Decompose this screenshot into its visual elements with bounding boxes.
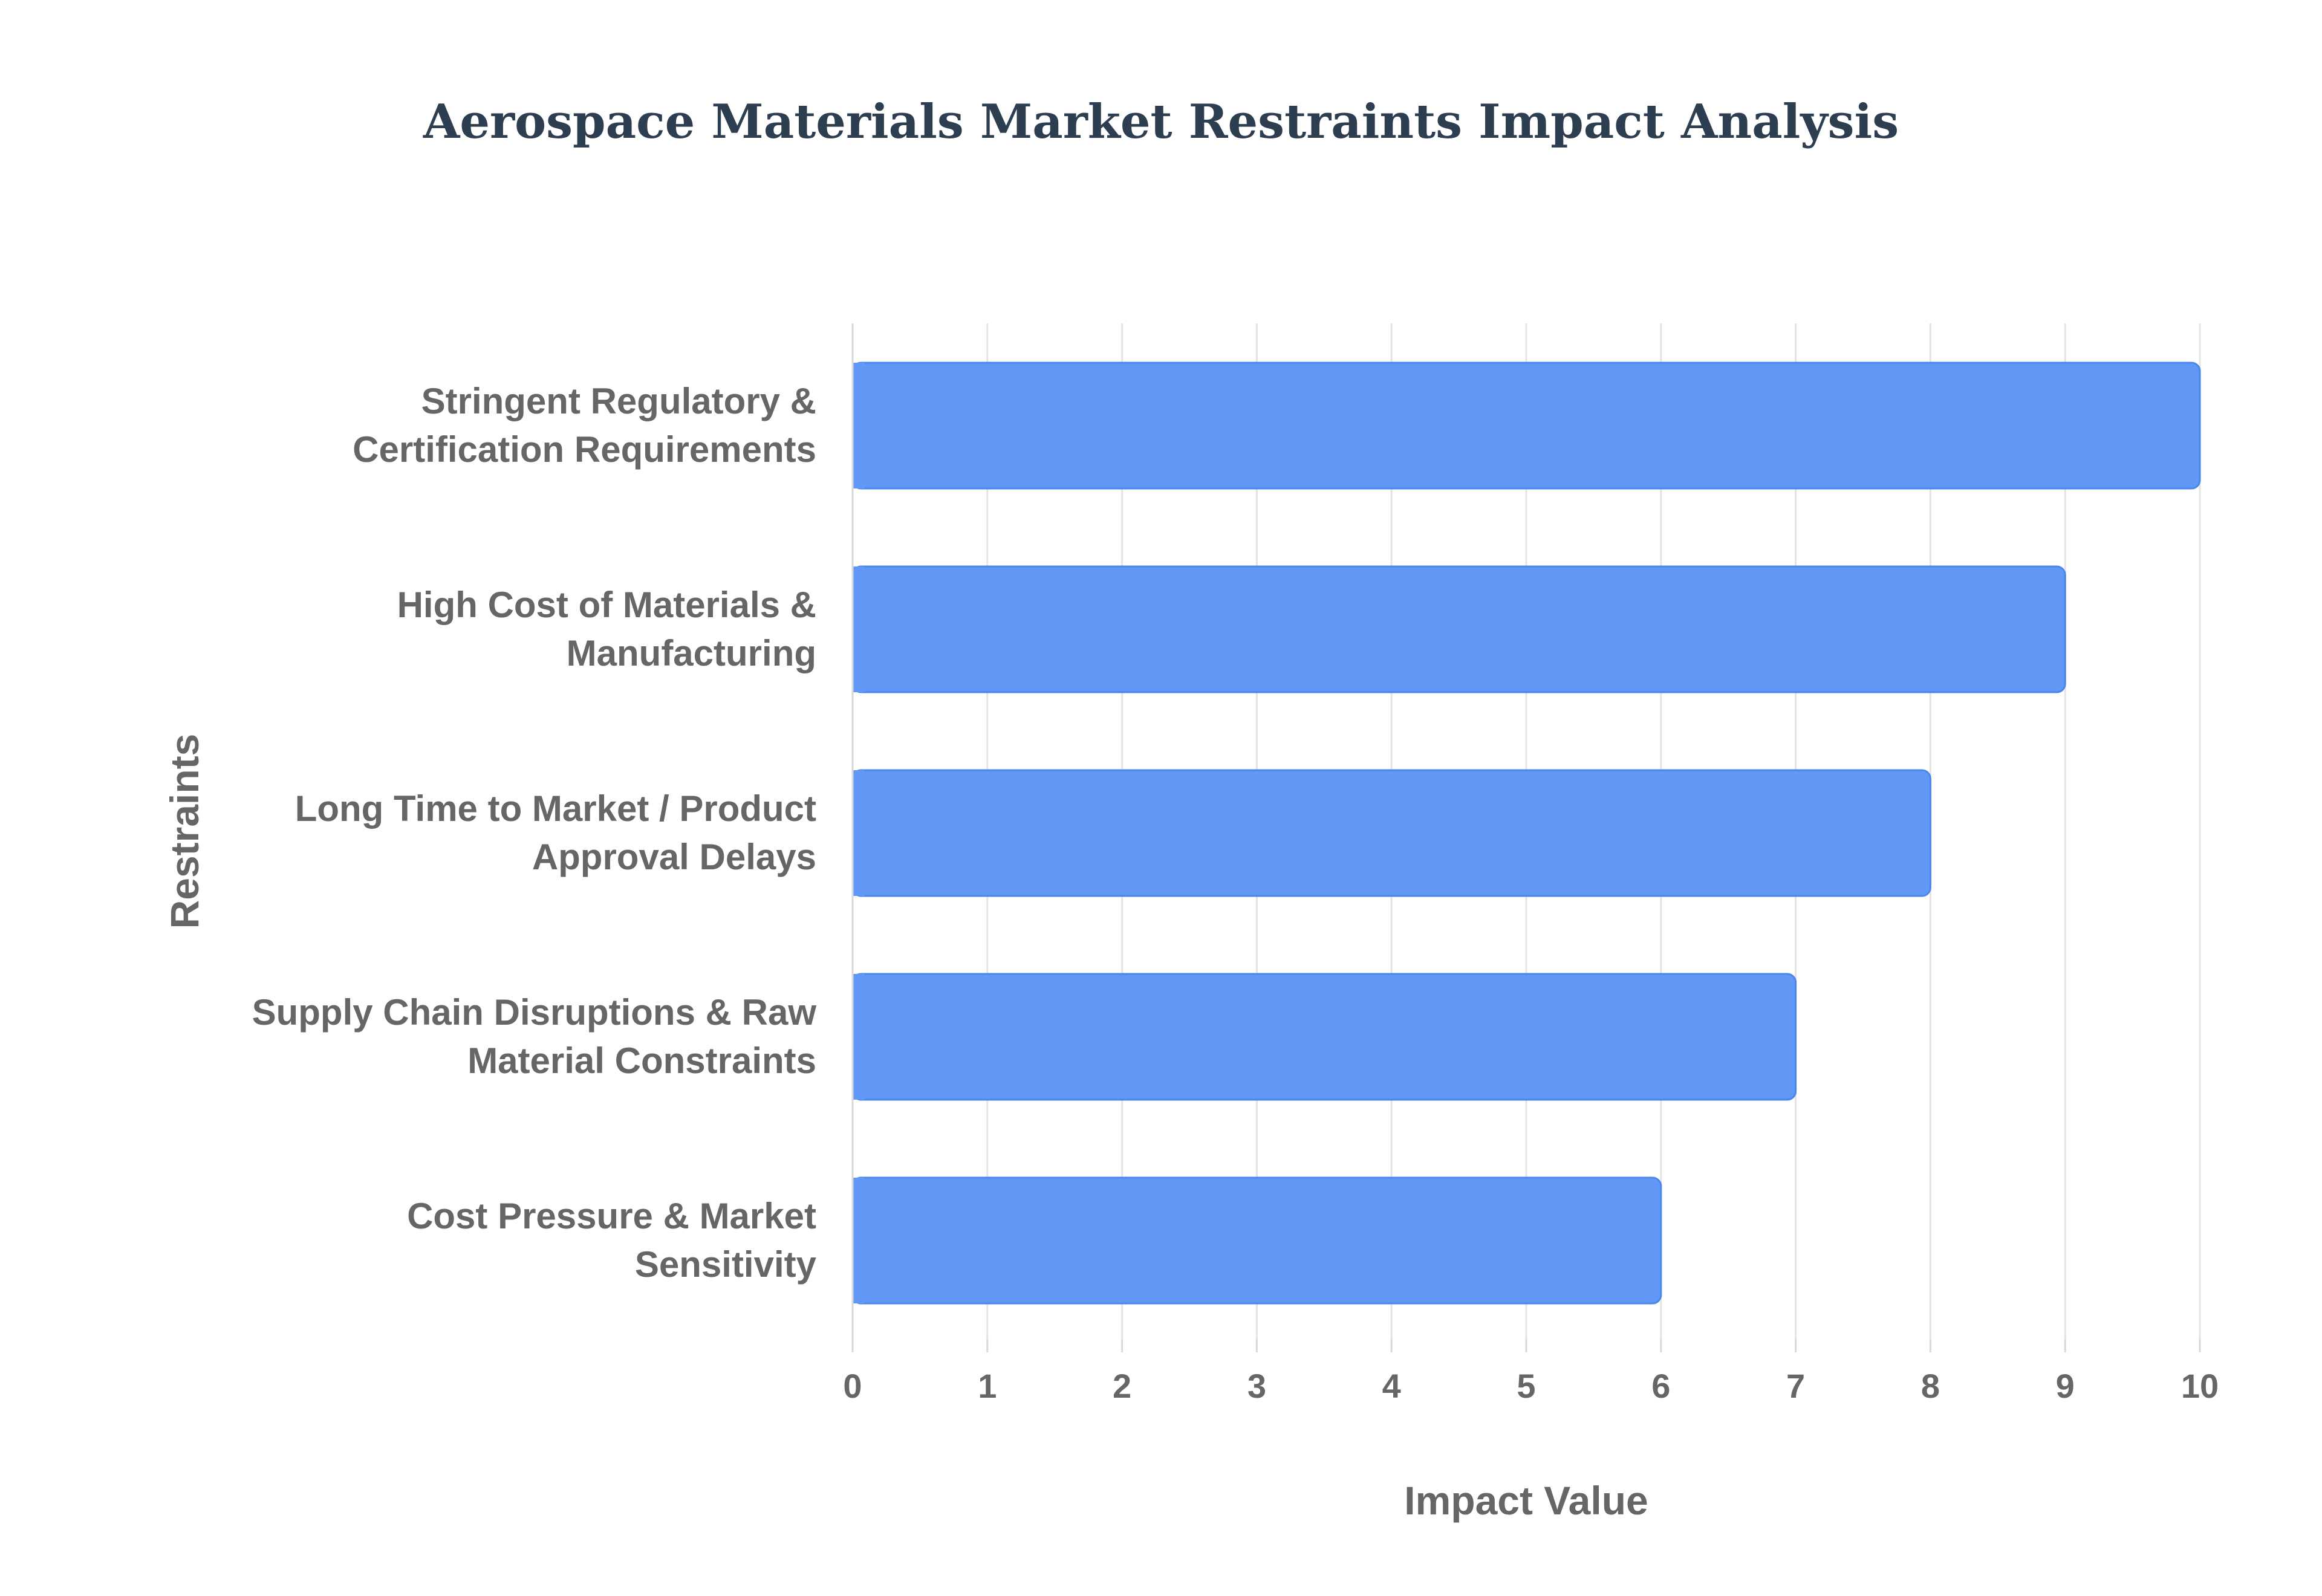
category-label: Manufacturing — [567, 633, 816, 673]
x-tick-label: 4 — [1382, 1367, 1401, 1405]
x-tick-label: 0 — [843, 1367, 862, 1405]
x-axis-title: Impact Value — [1404, 1478, 1648, 1523]
bars — [851, 362, 2201, 1305]
category-label: Certification Requirements — [353, 429, 816, 470]
chart-title: Aerospace Materials Market Restraints Im… — [423, 94, 1899, 149]
bar — [851, 769, 1931, 897]
bar — [851, 362, 2201, 490]
category-label: Long Time to Market / Product — [295, 788, 816, 829]
category-label: Cost Pressure & Market — [407, 1196, 816, 1236]
x-tick-label: 9 — [2056, 1367, 2075, 1405]
bar-edge — [853, 566, 865, 692]
x-tick-label: 5 — [1517, 1367, 1535, 1405]
x-tick-label: 7 — [1786, 1367, 1805, 1405]
category-labels: Stringent Regulatory & Certification Requ… — [252, 381, 817, 1285]
category-label: Supply Chain Disruptions & Raw — [252, 992, 817, 1033]
bar — [851, 1176, 1662, 1305]
x-tick-label: 8 — [1921, 1367, 1940, 1405]
category-label: Approval Delays — [532, 837, 816, 877]
bar — [851, 973, 1797, 1101]
axes — [851, 323, 2201, 1352]
x-tick-label: 1 — [978, 1367, 997, 1405]
category-label: Sensitivity — [635, 1244, 817, 1285]
y-axis-title: Restraints — [162, 734, 207, 929]
x-tick-label: 2 — [1113, 1367, 1131, 1405]
bar-edge — [853, 974, 865, 1100]
category-label: Stringent Regulatory & — [421, 381, 816, 421]
bar-edge — [853, 770, 865, 896]
x-tick-label: 6 — [1651, 1367, 1670, 1405]
bar-edge — [853, 363, 865, 488]
bar — [851, 565, 2066, 693]
x-tick-label: 3 — [1247, 1367, 1266, 1405]
category-label: High Cost of Materials & — [397, 585, 816, 625]
category-label: Material Constraints — [467, 1040, 816, 1081]
bar-edge — [853, 1178, 865, 1303]
x-tick-labels: 0 1 2 3 4 5 6 7 8 9 10 — [843, 1367, 2219, 1405]
x-tick-label: 10 — [2181, 1367, 2219, 1405]
